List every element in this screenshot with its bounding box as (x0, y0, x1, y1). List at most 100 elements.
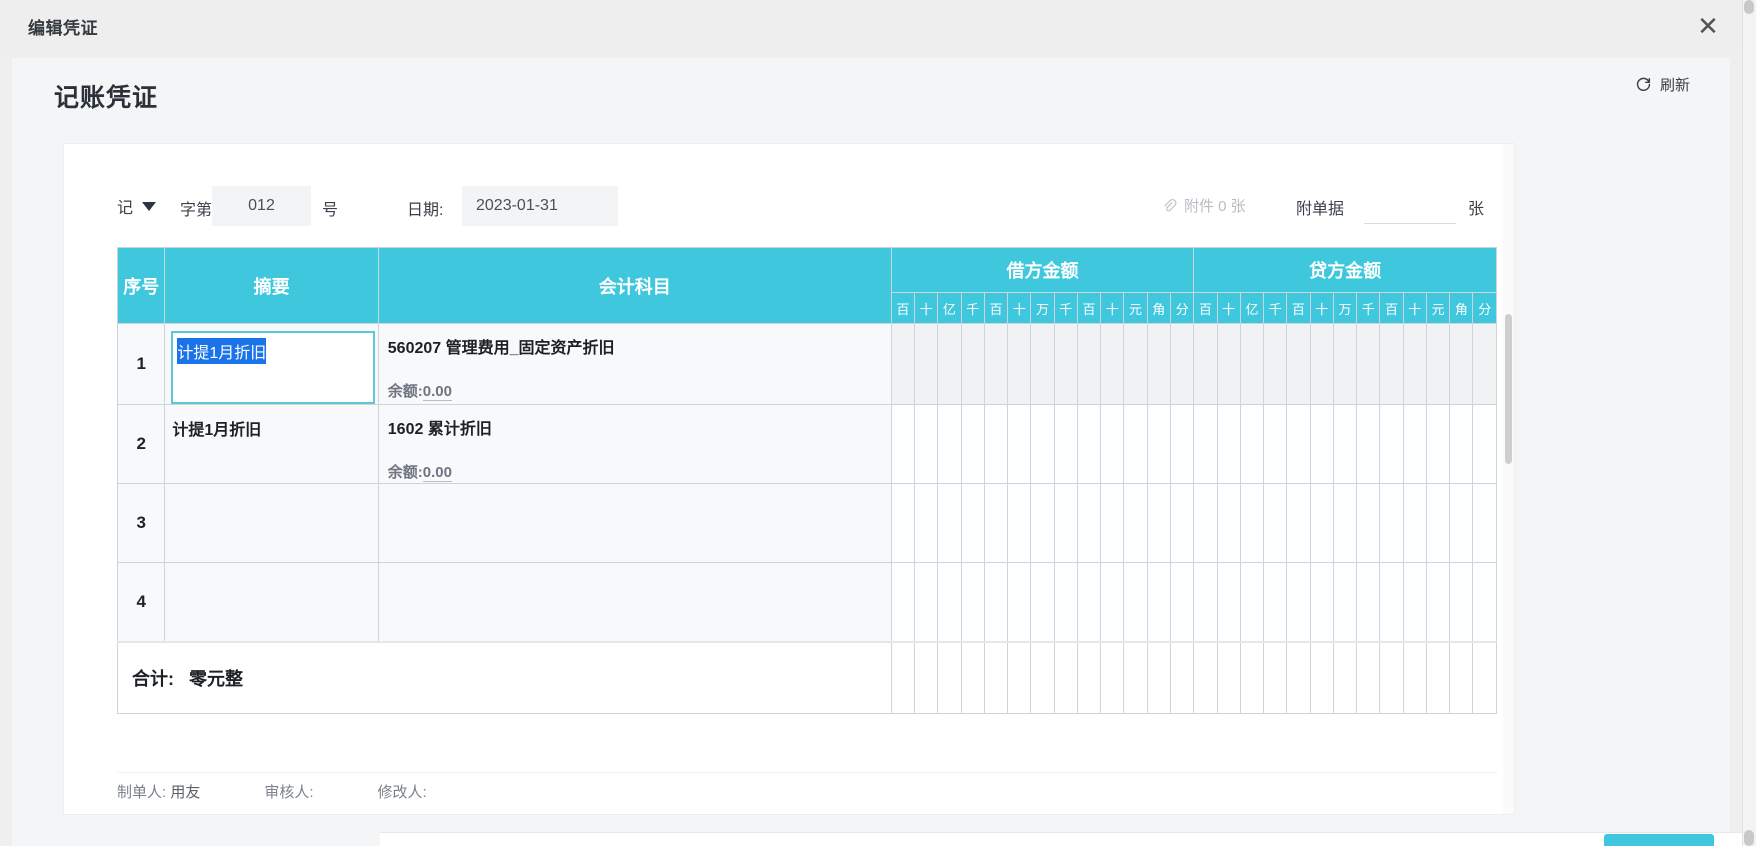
amount-cell-credit-1[interactable] (1216, 404, 1241, 484)
amount-cell-credit-10[interactable] (1425, 323, 1451, 405)
amount-cell-debit-9[interactable] (1100, 483, 1125, 563)
row-account-cell[interactable]: 560207 管理费用_固定资产折旧 余额:0.00 (377, 323, 892, 405)
amount-cell-debit-6[interactable] (1030, 562, 1055, 642)
amount-cell-credit-7[interactable] (1356, 483, 1381, 563)
amount-cell-debit-4[interactable] (983, 483, 1009, 563)
amount-cell-debit-11[interactable] (1146, 404, 1171, 484)
amount-cell-debit-3[interactable] (960, 562, 985, 642)
amount-cell-credit-7[interactable] (1356, 404, 1381, 484)
amount-cell-credit-4[interactable] (1286, 404, 1311, 484)
row-summary-cell[interactable] (164, 562, 379, 642)
amount-cell-credit-10[interactable] (1425, 562, 1451, 642)
page-scrollbar-bottom-thumb[interactable] (1744, 830, 1754, 846)
amount-cell-debit-0[interactable] (890, 404, 916, 484)
amount-cell-debit-8[interactable] (1076, 562, 1102, 642)
attach-document-input[interactable] (1364, 186, 1456, 224)
amount-cell-credit-5[interactable] (1309, 562, 1334, 642)
primary-action-button[interactable] (1604, 834, 1714, 846)
amount-cell-credit-12[interactable] (1472, 323, 1497, 405)
amount-cell-debit-6[interactable] (1030, 323, 1055, 405)
amount-cell-credit-0[interactable] (1193, 562, 1218, 642)
amount-cell-credit-3[interactable] (1263, 562, 1288, 642)
amount-cell-credit-11[interactable] (1449, 404, 1474, 484)
amount-cell-credit-4[interactable] (1286, 483, 1311, 563)
amount-cell-debit-3[interactable] (960, 323, 985, 405)
amount-cell-credit-9[interactable] (1402, 323, 1427, 405)
amount-cell-credit-2[interactable] (1239, 323, 1265, 405)
amount-cell-debit-9[interactable] (1100, 562, 1125, 642)
amount-cell-credit-6[interactable] (1332, 323, 1358, 405)
amount-cell-credit-0[interactable] (1193, 323, 1218, 405)
amount-cell-debit-8[interactable] (1076, 323, 1102, 405)
amount-cell-debit-10[interactable] (1123, 404, 1148, 484)
amount-cell-credit-1[interactable] (1216, 483, 1241, 563)
table-row[interactable]: 1 计提1月折旧 560207 管理费用_固定资产折旧 余额:0.00 (116, 323, 1497, 405)
table-row[interactable]: 2 计提1月折旧 1602 累计折旧 余额:0.00 (116, 404, 1497, 484)
amount-cell-debit-7[interactable] (1053, 483, 1078, 563)
amount-cell-debit-1[interactable] (914, 562, 939, 642)
amount-cell-credit-8[interactable] (1379, 404, 1404, 484)
amount-cell-debit-3[interactable] (960, 404, 985, 484)
amount-cell-credit-6[interactable] (1332, 483, 1358, 563)
amount-cell-credit-5[interactable] (1309, 483, 1334, 563)
row-summary-cell[interactable]: 计提1月折旧 (164, 323, 379, 405)
amount-cell-debit-7[interactable] (1053, 562, 1078, 642)
voucher-scrollbar-thumb[interactable] (1505, 314, 1512, 464)
amount-cell-debit-2[interactable] (937, 562, 962, 642)
page-scrollbar[interactable] (1742, 0, 1756, 846)
amount-cell-credit-12[interactable] (1472, 404, 1497, 484)
amount-cell-credit-5[interactable] (1309, 323, 1334, 405)
amount-cell-credit-5[interactable] (1309, 404, 1334, 484)
amount-cell-debit-1[interactable] (914, 483, 939, 563)
voucher-date-input[interactable] (462, 186, 618, 226)
summary-edit-box[interactable]: 计提1月折旧 (171, 331, 375, 404)
amount-cell-debit-8[interactable] (1076, 483, 1102, 563)
amount-cell-debit-1[interactable] (914, 404, 939, 484)
amount-cell-credit-9[interactable] (1402, 483, 1427, 563)
amount-cell-credit-0[interactable] (1193, 404, 1218, 484)
amount-cell-debit-12[interactable] (1169, 483, 1195, 563)
amount-cell-debit-12[interactable] (1169, 323, 1195, 405)
amount-cell-credit-4[interactable] (1286, 323, 1311, 405)
amount-cell-credit-7[interactable] (1356, 562, 1381, 642)
amount-cell-debit-6[interactable] (1030, 404, 1055, 484)
amount-cell-credit-12[interactable] (1472, 562, 1497, 642)
amount-cell-debit-10[interactable] (1123, 323, 1148, 405)
voucher-number-input[interactable] (212, 186, 311, 226)
page-scrollbar-thumb[interactable] (1744, 0, 1754, 14)
row-summary-cell[interactable]: 计提1月折旧 (164, 404, 379, 484)
amount-cell-credit-1[interactable] (1216, 562, 1241, 642)
amount-cell-debit-8[interactable] (1076, 404, 1102, 484)
amount-cell-debit-10[interactable] (1123, 483, 1148, 563)
amount-cell-debit-0[interactable] (890, 562, 916, 642)
amount-cell-debit-11[interactable] (1146, 562, 1171, 642)
amount-cell-debit-6[interactable] (1030, 483, 1055, 563)
row-account-cell[interactable] (377, 562, 892, 642)
amount-cell-credit-11[interactable] (1449, 323, 1474, 405)
amount-cell-credit-10[interactable] (1425, 404, 1451, 484)
amount-cell-debit-2[interactable] (937, 483, 962, 563)
amount-cell-debit-7[interactable] (1053, 404, 1078, 484)
amount-cell-credit-4[interactable] (1286, 562, 1311, 642)
amount-cell-credit-8[interactable] (1379, 483, 1404, 563)
amount-cell-debit-4[interactable] (983, 323, 1009, 405)
amount-cell-debit-5[interactable] (1007, 323, 1032, 405)
amount-cell-debit-12[interactable] (1169, 562, 1195, 642)
amount-cell-credit-2[interactable] (1239, 483, 1265, 563)
amount-cell-debit-5[interactable] (1007, 483, 1032, 563)
amount-cell-debit-5[interactable] (1007, 562, 1032, 642)
amount-cell-debit-4[interactable] (983, 404, 1009, 484)
amount-cell-credit-7[interactable] (1356, 323, 1381, 405)
amount-cell-credit-12[interactable] (1472, 483, 1497, 563)
amount-cell-debit-9[interactable] (1100, 323, 1125, 405)
amount-cell-debit-12[interactable] (1169, 404, 1195, 484)
amount-cell-debit-4[interactable] (983, 562, 1009, 642)
amount-cell-credit-0[interactable] (1193, 483, 1218, 563)
close-icon[interactable]: ✕ (1697, 11, 1719, 41)
amount-cell-debit-7[interactable] (1053, 323, 1078, 405)
voucher-kind-select[interactable]: 记 (117, 194, 157, 218)
amount-cell-credit-11[interactable] (1449, 483, 1474, 563)
amount-cell-credit-6[interactable] (1332, 404, 1358, 484)
amount-cell-debit-3[interactable] (960, 483, 985, 563)
table-row[interactable]: 3 (116, 483, 1497, 563)
